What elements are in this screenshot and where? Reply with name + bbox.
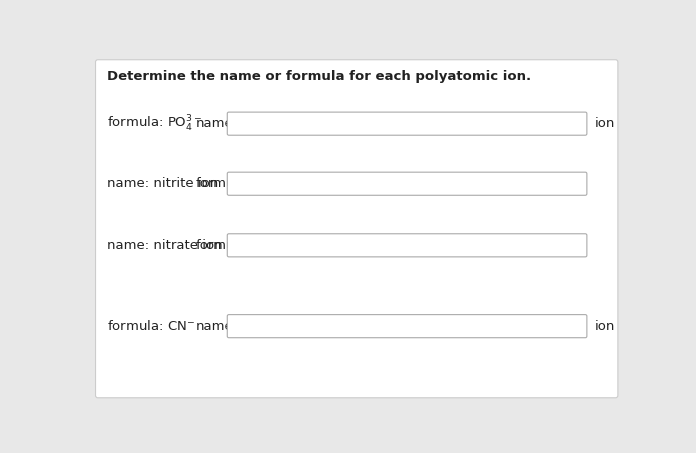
Text: formula:: formula: bbox=[196, 239, 251, 252]
FancyBboxPatch shape bbox=[228, 112, 587, 135]
Text: Determine the name or formula for each polyatomic ion.: Determine the name or formula for each p… bbox=[107, 70, 531, 83]
FancyBboxPatch shape bbox=[228, 234, 587, 257]
Text: formula: CN$^{-}$: formula: CN$^{-}$ bbox=[107, 319, 195, 333]
FancyBboxPatch shape bbox=[228, 315, 587, 338]
Text: name:: name: bbox=[196, 320, 237, 333]
Text: name: nitrite ion: name: nitrite ion bbox=[107, 177, 219, 190]
Text: ion: ion bbox=[594, 320, 615, 333]
Text: name: nitrate ion: name: nitrate ion bbox=[107, 239, 223, 252]
Text: formula:: formula: bbox=[196, 177, 251, 190]
FancyBboxPatch shape bbox=[228, 172, 587, 195]
Text: name:: name: bbox=[196, 117, 237, 130]
FancyBboxPatch shape bbox=[95, 60, 618, 398]
Text: formula: PO$_{4}^{3-}$: formula: PO$_{4}^{3-}$ bbox=[107, 114, 202, 134]
Text: ion: ion bbox=[594, 117, 615, 130]
